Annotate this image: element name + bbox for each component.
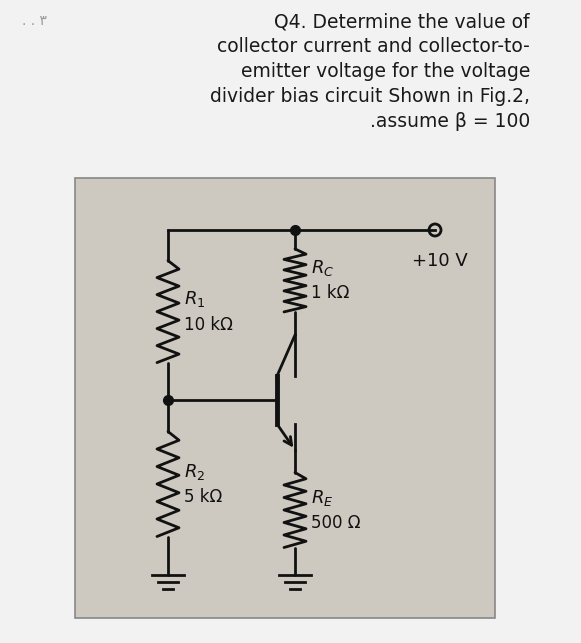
Text: R$_2$: R$_2$ xyxy=(184,462,206,482)
Text: R$_E$: R$_E$ xyxy=(311,489,333,509)
Text: Q4. Determine the value of: Q4. Determine the value of xyxy=(274,12,530,31)
Text: emitter voltage for the voltage: emitter voltage for the voltage xyxy=(241,62,530,81)
Text: +10 V: +10 V xyxy=(412,252,468,270)
Text: 500 Ω: 500 Ω xyxy=(311,514,360,532)
Text: collector current and collector-to-: collector current and collector-to- xyxy=(217,37,530,56)
Text: R$_1$: R$_1$ xyxy=(184,289,206,309)
Text: divider bias circuit Shown in Fig.2,: divider bias circuit Shown in Fig.2, xyxy=(210,87,530,106)
Text: 5 kΩ: 5 kΩ xyxy=(184,489,223,507)
Text: . . ٣: . . ٣ xyxy=(22,14,47,28)
Text: .assume β = 100: .assume β = 100 xyxy=(370,112,530,131)
Text: 1 kΩ: 1 kΩ xyxy=(311,284,349,302)
Text: R$_C$: R$_C$ xyxy=(311,258,335,278)
FancyBboxPatch shape xyxy=(75,178,495,618)
Text: 10 kΩ: 10 kΩ xyxy=(184,316,233,334)
